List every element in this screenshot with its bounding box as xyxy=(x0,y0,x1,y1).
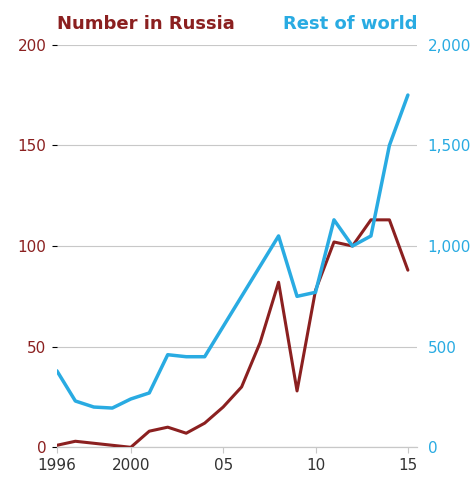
Text: Number in Russia: Number in Russia xyxy=(57,14,235,33)
Text: Rest of world: Rest of world xyxy=(283,14,417,33)
